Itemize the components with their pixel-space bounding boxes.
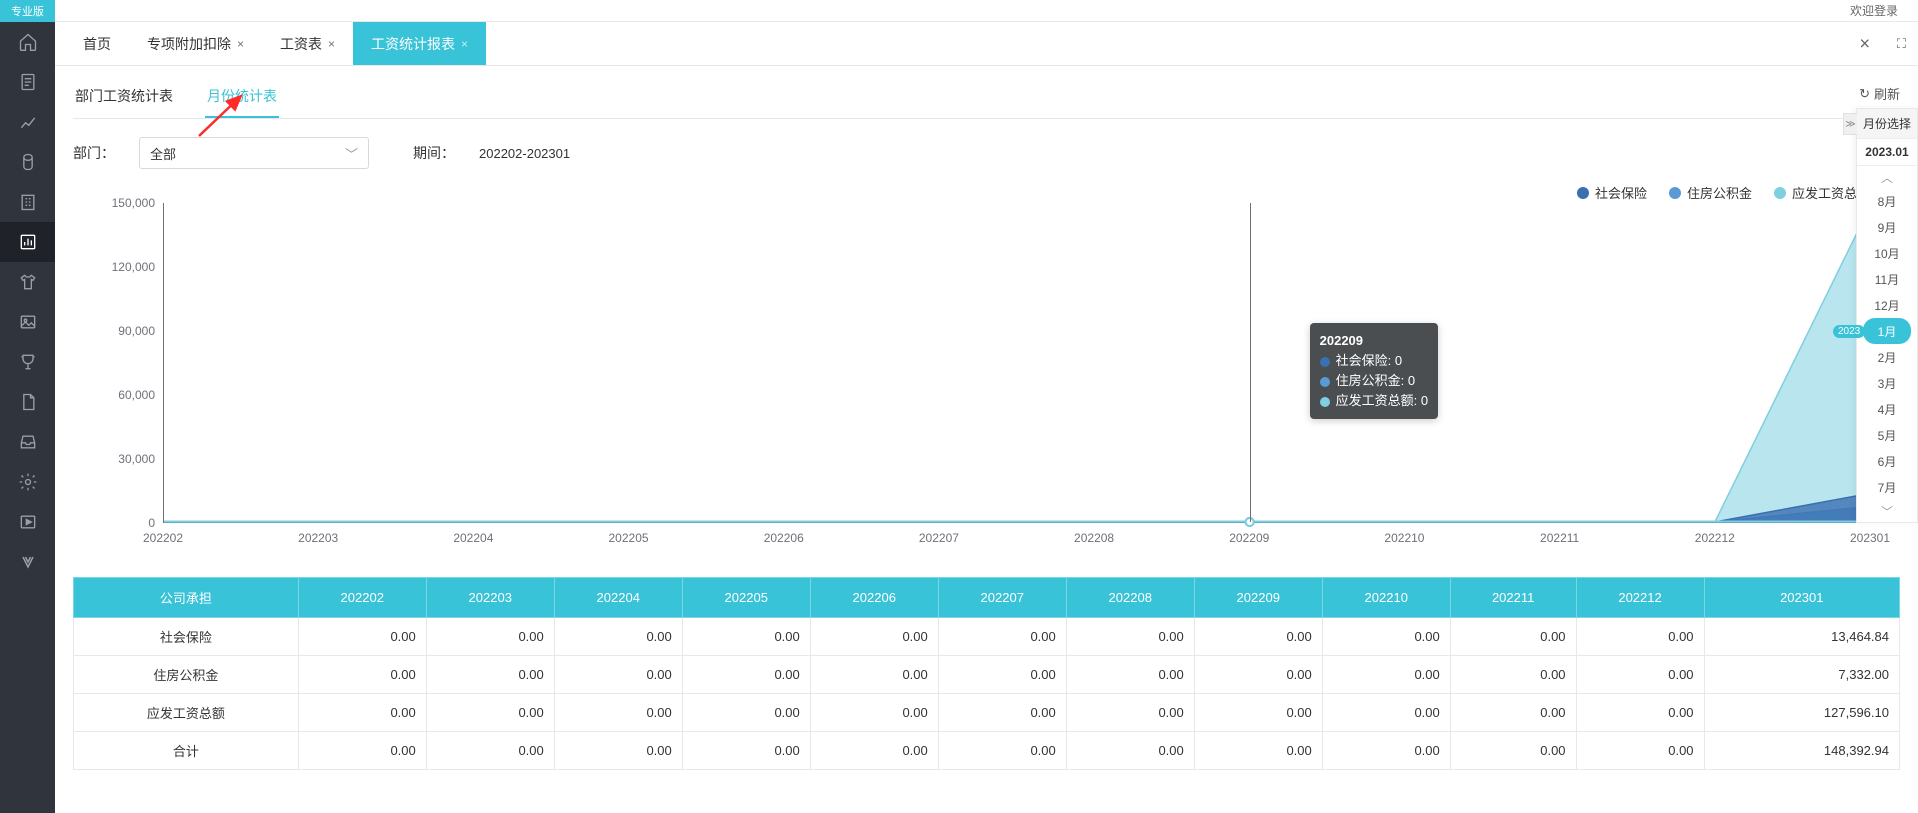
nav-image-icon[interactable]	[0, 302, 55, 342]
month-next-icon[interactable]: ﹀	[1857, 500, 1917, 522]
month-option[interactable]: 2月	[1857, 344, 1917, 370]
fullscreen-icon[interactable]: ⛶	[1897, 36, 1906, 52]
table-header: 202209	[1194, 578, 1322, 618]
table-row: 应发工资总额0.000.000.000.000.000.000.000.000.…	[74, 694, 1900, 732]
nav-chart-icon[interactable]	[0, 102, 55, 142]
table-header: 202208	[1066, 578, 1194, 618]
table-header: 202206	[810, 578, 938, 618]
nav-home-icon[interactable]	[0, 22, 55, 62]
chart: 社会保险住房公积金应发工资总额 030,00060,00090,000120,0…	[73, 183, 1900, 563]
chart-plot[interactable]: 202209社会保险: 0住房公积金: 0应发工资总额: 0	[163, 203, 1870, 523]
refresh-icon: ↻	[1859, 86, 1870, 102]
table-header: 202301	[1704, 578, 1899, 618]
tab-close-icon[interactable]: ×	[461, 37, 468, 51]
month-option[interactable]: 6月	[1857, 448, 1917, 474]
edition-badge: 专业版	[0, 0, 55, 22]
period-label: 期间：	[413, 143, 455, 163]
table-row: 社会保险0.000.000.000.000.000.000.000.000.00…	[74, 618, 1900, 656]
table-row: 住房公积金0.000.000.000.000.000.000.000.000.0…	[74, 656, 1900, 694]
chart-tooltip: 202209社会保险: 0住房公积金: 0应发工资总额: 0	[1310, 323, 1438, 419]
nav-cup-icon[interactable]	[0, 342, 55, 382]
tab-工资统计报表[interactable]: 工资统计报表×	[353, 22, 486, 65]
table-header: 202207	[938, 578, 1066, 618]
table-row: 合计0.000.000.000.000.000.000.000.000.000.…	[74, 732, 1900, 770]
nav-building-icon[interactable]	[0, 182, 55, 222]
panel-collapse-icon[interactable]: ≫	[1843, 113, 1857, 135]
table-header: 202202	[298, 578, 426, 618]
topbar-welcome: 欢迎登录	[1850, 2, 1898, 19]
month-panel-title: 月份选择	[1857, 109, 1917, 139]
nav-money-icon[interactable]	[0, 142, 55, 182]
month-option[interactable]: 4月	[1857, 396, 1917, 422]
chevron-down-icon: ﹀	[345, 144, 358, 163]
legend-item[interactable]: 住房公积金	[1669, 183, 1752, 202]
filters: 部门： 全部 ﹀ 期间： 202202-202301	[73, 119, 1900, 179]
legend-item[interactable]: 社会保险	[1577, 183, 1647, 202]
tab-工资表[interactable]: 工资表×	[262, 22, 353, 65]
month-option[interactable]: 7月	[1857, 474, 1917, 500]
nav-shirt-icon[interactable]	[0, 262, 55, 302]
tab-close-icon[interactable]: ×	[328, 37, 335, 51]
month-prev-icon[interactable]: ︿	[1857, 166, 1917, 188]
month-option[interactable]: 5月	[1857, 422, 1917, 448]
period-value: 202202-202301	[479, 146, 570, 161]
table-header: 202204	[554, 578, 682, 618]
month-option[interactable]: 10月	[1857, 240, 1917, 266]
tab-close-icon[interactable]: ×	[237, 37, 244, 51]
dept-select[interactable]: 全部 ﹀	[139, 137, 369, 169]
subtab-月份统计表[interactable]: 月份统计表	[205, 80, 279, 118]
nav-report-icon[interactable]	[0, 222, 55, 262]
table-header: 202210	[1322, 578, 1450, 618]
subtab-部门工资统计表[interactable]: 部门工资统计表	[73, 80, 175, 118]
y-axis-labels: 030,00060,00090,000120,000150,000	[73, 203, 161, 523]
refresh-button[interactable]: ↻ 刷新	[1859, 84, 1900, 103]
table-header: 公司承担	[74, 578, 299, 618]
x-axis-labels: 2022022022032022042022052022062022072022…	[163, 531, 1870, 551]
nav-file-icon[interactable]	[0, 382, 55, 422]
data-table: 公司承担202202202203202204202205202206202207…	[73, 577, 1900, 770]
month-option[interactable]: 8月	[1857, 188, 1917, 214]
dept-label: 部门：	[73, 143, 115, 163]
nav-play-icon[interactable]	[0, 502, 55, 542]
chart-legend: 社会保险住房公积金应发工资总额	[1577, 183, 1870, 202]
month-panel-current: 2023.01	[1857, 139, 1917, 166]
month-option[interactable]: 20231月	[1863, 318, 1911, 344]
tab-首页[interactable]: 首页	[65, 22, 129, 65]
month-option[interactable]: 12月	[1857, 292, 1917, 318]
table-header: 202212	[1576, 578, 1704, 618]
topbar: 欢迎登录	[55, 0, 1918, 22]
close-all-tabs-icon[interactable]: ×	[1859, 33, 1870, 54]
nav-doc-icon[interactable]	[0, 62, 55, 102]
sidebar: 专业版	[0, 0, 55, 813]
month-picker-panel: ≫ 月份选择 2023.01 ︿ 8月9月10月11月12月20231月2月3月…	[1856, 108, 1918, 523]
chart-hover-line	[1250, 203, 1251, 522]
tab-专项附加扣除[interactable]: 专项附加扣除×	[129, 22, 262, 65]
page-tabs: 首页专项附加扣除×工资表×工资统计报表××⛶	[55, 22, 1918, 66]
nav-inbox-icon[interactable]	[0, 422, 55, 462]
month-option[interactable]: 3月	[1857, 370, 1917, 396]
table-header: 202211	[1450, 578, 1576, 618]
nav-v-icon[interactable]	[0, 542, 55, 582]
table-header: 202203	[426, 578, 554, 618]
nav-gear-icon[interactable]	[0, 462, 55, 502]
month-option[interactable]: 11月	[1857, 266, 1917, 292]
table-header: 202205	[682, 578, 810, 618]
sub-tabs: 部门工资统计表月份统计表 ↻ 刷新	[73, 80, 1900, 119]
month-option[interactable]: 9月	[1857, 214, 1917, 240]
